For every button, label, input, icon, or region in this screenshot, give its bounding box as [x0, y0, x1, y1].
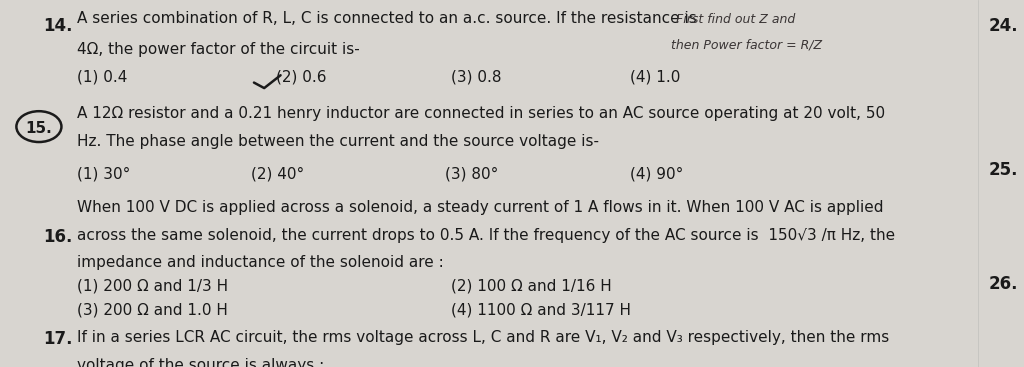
Text: (2) 40°: (2) 40° [251, 167, 304, 182]
Text: (3) 0.8: (3) 0.8 [451, 70, 501, 85]
Text: 16.: 16. [43, 228, 73, 246]
Text: (3) 80°: (3) 80° [445, 167, 499, 182]
Text: First find out Z and: First find out Z and [676, 13, 795, 26]
Text: (1) 30°: (1) 30° [77, 167, 130, 182]
Text: (2) 100 Ω and 1/16 H: (2) 100 Ω and 1/16 H [451, 279, 611, 294]
Text: When 100 V DC is applied across a solenoid, a steady current of 1 A flows in it.: When 100 V DC is applied across a soleno… [77, 200, 884, 215]
Text: 4Ω, the power factor of the circuit is-: 4Ω, the power factor of the circuit is- [77, 42, 359, 57]
Text: then Power factor = R/Z: then Power factor = R/Z [671, 39, 822, 51]
Text: (4) 1100 Ω and 3/117 H: (4) 1100 Ω and 3/117 H [451, 303, 631, 318]
Text: (1) 200 Ω and 1/3 H: (1) 200 Ω and 1/3 H [77, 279, 228, 294]
Text: 24.: 24. [988, 17, 1018, 34]
Text: A series combination of R, L, C is connected to an a.c. source. If the resistanc: A series combination of R, L, C is conne… [77, 11, 696, 26]
Text: (3) 200 Ω and 1.0 H: (3) 200 Ω and 1.0 H [77, 303, 227, 318]
Text: Hz. The phase angle between the current and the source voltage is-: Hz. The phase angle between the current … [77, 134, 599, 149]
Text: 17.: 17. [43, 330, 73, 348]
Text: (2) 0.6: (2) 0.6 [276, 70, 327, 85]
Text: impedance and inductance of the solenoid are :: impedance and inductance of the solenoid… [77, 255, 443, 270]
Text: 15.: 15. [26, 121, 52, 136]
Text: across the same solenoid, the current drops to 0.5 A. If the frequency of the AC: across the same solenoid, the current dr… [77, 228, 895, 243]
Text: voltage of the source is always :: voltage of the source is always : [77, 358, 324, 367]
Text: 26.: 26. [988, 275, 1018, 293]
Text: A 12Ω resistor and a 0.21 henry inductor are connected in series to an AC source: A 12Ω resistor and a 0.21 henry inductor… [77, 106, 885, 121]
Text: If in a series LCR AC circuit, the rms voltage across L, C and R are V₁, V₂ and : If in a series LCR AC circuit, the rms v… [77, 330, 889, 345]
Text: (4) 90°: (4) 90° [630, 167, 683, 182]
Text: 25.: 25. [988, 161, 1018, 179]
Text: 14.: 14. [43, 17, 73, 34]
Text: (4) 1.0: (4) 1.0 [630, 70, 680, 85]
Text: (1) 0.4: (1) 0.4 [77, 70, 127, 85]
